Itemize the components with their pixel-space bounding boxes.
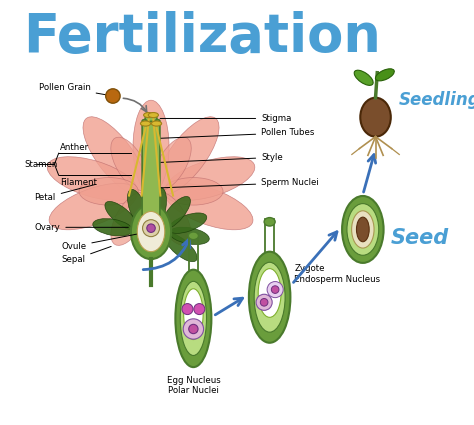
Ellipse shape [170, 227, 210, 244]
Text: Ovule: Ovule [61, 233, 141, 251]
Ellipse shape [49, 183, 137, 230]
Ellipse shape [131, 204, 171, 259]
Text: Seed: Seed [391, 228, 448, 248]
Ellipse shape [153, 137, 191, 190]
Ellipse shape [156, 117, 219, 195]
Ellipse shape [152, 121, 162, 126]
Ellipse shape [111, 137, 149, 190]
Text: Pollen Grain: Pollen Grain [39, 83, 110, 96]
Ellipse shape [149, 187, 166, 227]
Ellipse shape [352, 211, 374, 248]
Ellipse shape [79, 178, 138, 205]
Ellipse shape [83, 117, 146, 195]
Ellipse shape [47, 157, 137, 200]
Ellipse shape [162, 196, 191, 229]
Ellipse shape [137, 212, 165, 252]
Ellipse shape [175, 270, 211, 367]
Ellipse shape [354, 70, 373, 85]
Ellipse shape [164, 233, 197, 262]
Ellipse shape [356, 217, 369, 242]
Text: Anther: Anther [60, 142, 89, 151]
Circle shape [256, 294, 272, 310]
Text: Stigma: Stigma [160, 114, 292, 123]
Text: Pollen Tubes: Pollen Tubes [161, 128, 315, 138]
Ellipse shape [144, 113, 154, 118]
Ellipse shape [342, 196, 383, 263]
Circle shape [143, 220, 159, 237]
Ellipse shape [188, 232, 199, 240]
Ellipse shape [180, 281, 207, 355]
Ellipse shape [360, 98, 391, 137]
Text: Stamen: Stamen [25, 160, 58, 169]
Circle shape [106, 89, 120, 103]
Ellipse shape [148, 113, 158, 118]
FancyBboxPatch shape [142, 120, 160, 216]
Ellipse shape [254, 262, 285, 332]
Ellipse shape [164, 178, 223, 205]
Ellipse shape [249, 252, 291, 343]
Text: Filament: Filament [60, 178, 97, 187]
Text: Style: Style [161, 153, 283, 162]
Ellipse shape [145, 116, 157, 122]
Circle shape [194, 303, 205, 314]
Ellipse shape [164, 183, 253, 230]
Text: Seedling: Seedling [399, 91, 474, 109]
Circle shape [271, 286, 279, 293]
Ellipse shape [153, 192, 191, 245]
Circle shape [182, 303, 193, 314]
Ellipse shape [133, 100, 169, 193]
Ellipse shape [105, 201, 137, 230]
Circle shape [183, 319, 203, 339]
Text: Ovary: Ovary [35, 223, 128, 232]
Ellipse shape [140, 121, 151, 126]
Circle shape [189, 324, 198, 334]
Circle shape [147, 224, 155, 232]
Ellipse shape [264, 218, 275, 226]
Text: Sperm Nuclei: Sperm Nuclei [161, 178, 319, 188]
Text: Egg Nucleus
Polar Nuclei: Egg Nucleus Polar Nuclei [166, 376, 220, 395]
Ellipse shape [183, 289, 203, 340]
Ellipse shape [258, 269, 281, 317]
Ellipse shape [165, 157, 255, 200]
Text: Fertilization: Fertilization [23, 11, 381, 63]
Text: Sepal: Sepal [61, 246, 111, 264]
Ellipse shape [169, 213, 207, 233]
Circle shape [260, 298, 268, 306]
Ellipse shape [111, 192, 149, 245]
Text: Petal: Petal [35, 184, 95, 202]
Circle shape [267, 281, 283, 298]
Ellipse shape [375, 69, 394, 81]
Ellipse shape [128, 190, 148, 227]
Ellipse shape [93, 218, 133, 236]
Text: Zygote
Endosperm Nucleus: Zygote Endosperm Nucleus [294, 264, 380, 283]
Ellipse shape [347, 204, 379, 255]
